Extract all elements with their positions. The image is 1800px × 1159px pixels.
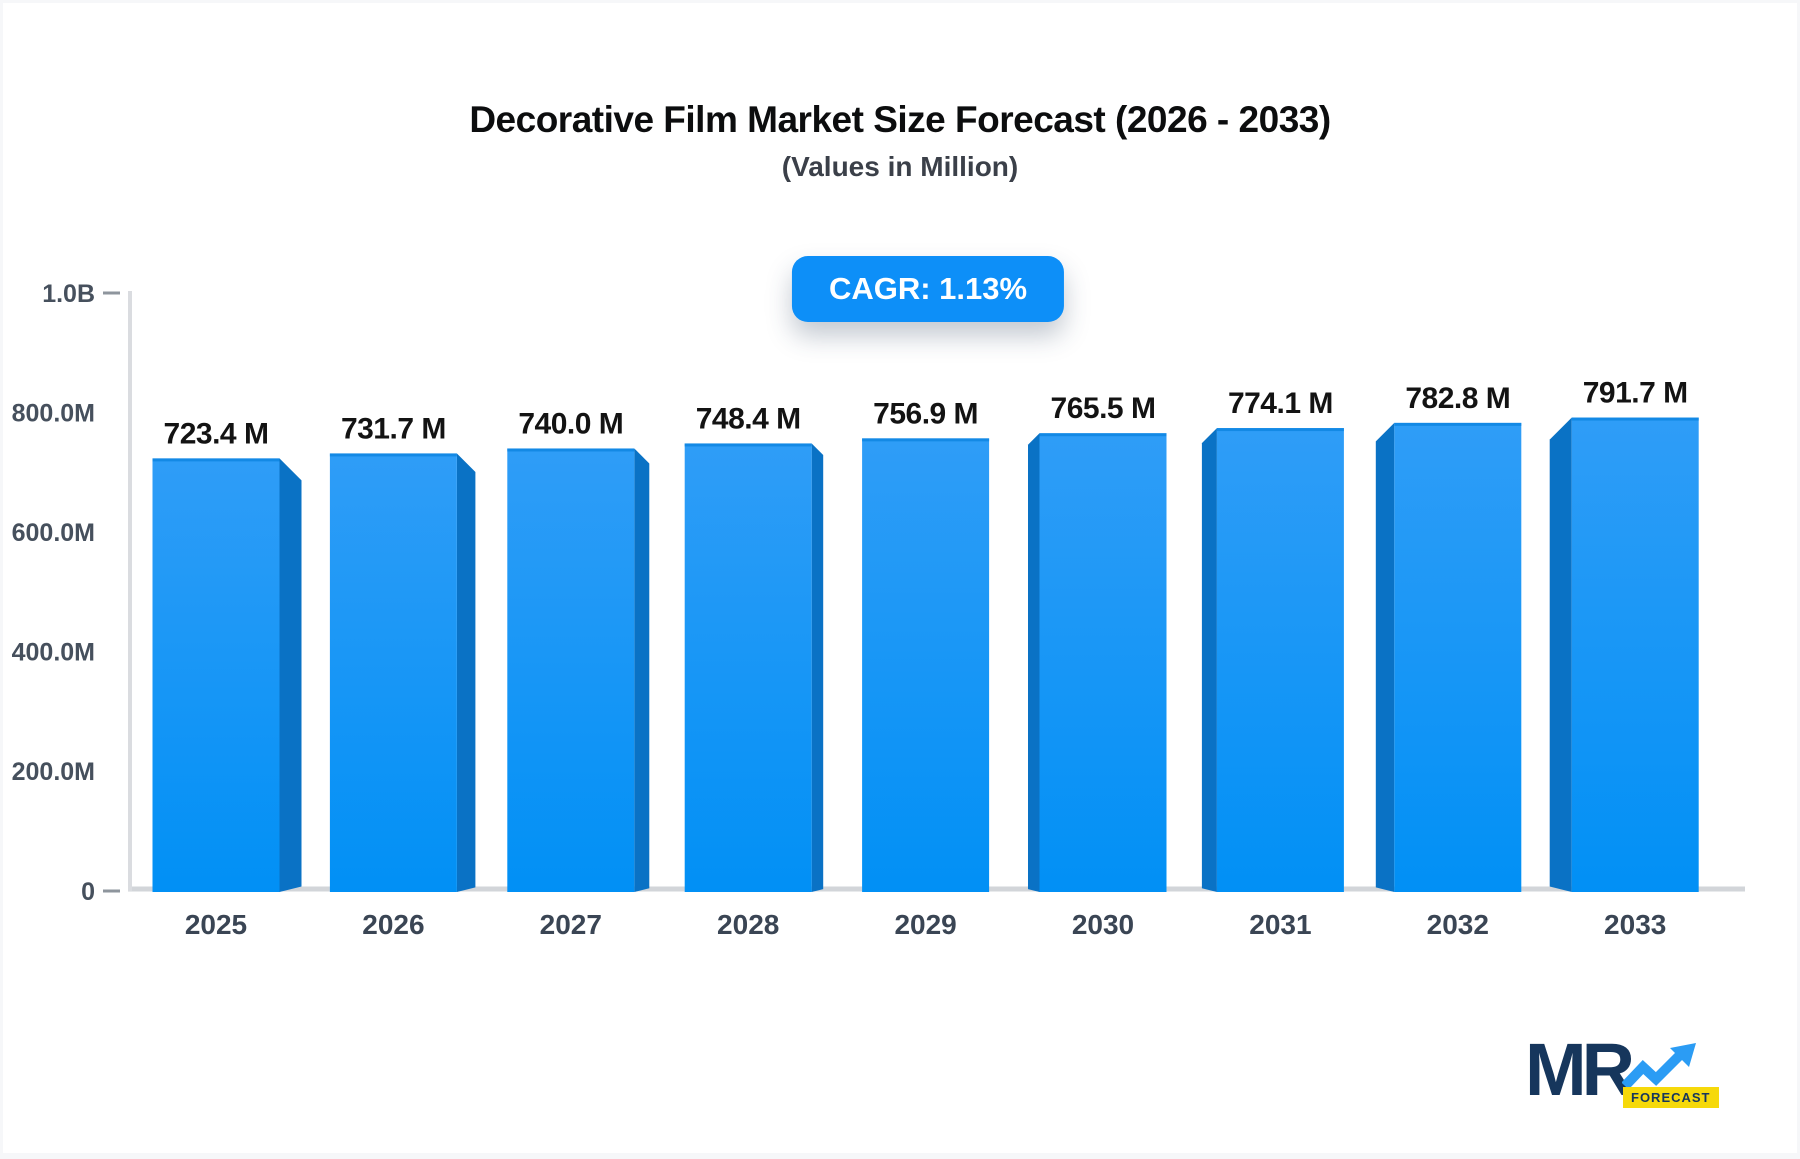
bar-group-2029: 756.9 M 2029 xyxy=(862,397,990,940)
mr-forecast-logo: MR FORECAST xyxy=(1525,1033,1719,1111)
x-tick-label: 2031 xyxy=(1249,909,1311,940)
bar-value-label: 731.7 M xyxy=(341,412,446,445)
bar-value-label: 791.7 M xyxy=(1583,377,1688,410)
bar-side-face xyxy=(1549,417,1572,892)
x-tick-label: 2032 xyxy=(1427,909,1489,940)
chart-subtitle: (Values in Million) xyxy=(781,151,1019,182)
bar-group-2028: 748.4 M 2028 xyxy=(684,402,824,940)
x-tick-label: 2025 xyxy=(185,909,247,940)
bar-group-2031: 774.1 M 2031 xyxy=(1201,387,1344,940)
y-tick-label: 800.0M xyxy=(12,399,95,427)
bar-side-face xyxy=(279,458,302,892)
bar-side-face xyxy=(1201,428,1217,892)
bar-top-edge xyxy=(684,443,812,447)
y-tick-label: 400.0M xyxy=(12,639,95,667)
bar-top-edge xyxy=(1571,417,1699,421)
logo-forecast-badge: FORECAST xyxy=(1623,1087,1719,1108)
bar xyxy=(1039,433,1167,892)
x-tick-label: 2029 xyxy=(894,909,956,940)
bar-value-label: 765.5 M xyxy=(1051,392,1156,425)
bar-top-edge xyxy=(1039,433,1167,437)
bar xyxy=(329,453,457,892)
y-tick-label: 600.0M xyxy=(12,519,95,547)
bar-top-edge xyxy=(862,438,990,442)
bar-top-edge xyxy=(1216,428,1344,432)
page: Decorative Film Market Size Forecast (20… xyxy=(3,3,1797,1153)
bar-side-face xyxy=(634,448,650,892)
x-tick-label: 2027 xyxy=(540,909,602,940)
x-tick-label: 2030 xyxy=(1072,909,1134,940)
bar-value-label: 756.9 M xyxy=(873,397,978,430)
bar-top-edge xyxy=(329,453,457,457)
x-tick-label: 2028 xyxy=(717,909,779,940)
bar-top-edge xyxy=(507,448,635,452)
bar-side-face xyxy=(811,443,824,892)
logo-mr-text: MR xyxy=(1525,1028,1635,1111)
chart: 1.0B 800.0M 600.0M 400.0M 200.0M 0 723.4 M 2025… xyxy=(12,280,1745,940)
bar xyxy=(862,438,990,892)
y-tick-label: 0 xyxy=(81,878,95,906)
bar-group-2033: 791.7 M 2033 xyxy=(1549,377,1699,940)
bar-value-label: 740.0 M xyxy=(518,407,623,440)
bar-group-2032: 782.8 M 2032 xyxy=(1375,382,1522,940)
bar xyxy=(1216,428,1344,892)
x-tick-label: 2033 xyxy=(1604,909,1666,940)
bar-group-2030: 765.5 M 2030 xyxy=(1028,392,1167,940)
y-axis: 1.0B 800.0M 600.0M 400.0M 200.0M 0 xyxy=(12,280,120,906)
bar-top-edge xyxy=(1394,422,1522,426)
bar-value-label: 748.4 M xyxy=(696,402,801,435)
bar-value-label: 782.8 M xyxy=(1405,382,1510,415)
bar-group-2025: 723.4 M 2025 xyxy=(152,417,302,940)
chart-title: Decorative Film Market Size Forecast (20… xyxy=(469,99,1331,140)
trend-arrow-icon xyxy=(1621,1043,1698,1094)
bar xyxy=(1571,417,1699,892)
y-tick-label: 200.0M xyxy=(12,758,95,786)
bar-value-label: 723.4 M xyxy=(164,417,269,450)
bar-group-2027: 740.0 M 2027 xyxy=(507,407,650,940)
bar xyxy=(152,458,280,892)
bar xyxy=(684,443,812,892)
cagr-badge: CAGR: 1.13% xyxy=(791,256,1065,322)
bar-value-label: 774.1 M xyxy=(1228,387,1333,420)
bar-side-face xyxy=(456,453,476,892)
bar xyxy=(1394,422,1522,892)
y-tick-label: 1.0B xyxy=(42,280,95,308)
bar-side-face xyxy=(1028,433,1040,892)
x-tick-label: 2026 xyxy=(362,909,424,940)
bar-top-edge xyxy=(152,458,280,462)
bar xyxy=(507,448,635,892)
bar-side-face xyxy=(1375,422,1395,892)
bar-group-2026: 731.7 M 2026 xyxy=(329,412,476,940)
